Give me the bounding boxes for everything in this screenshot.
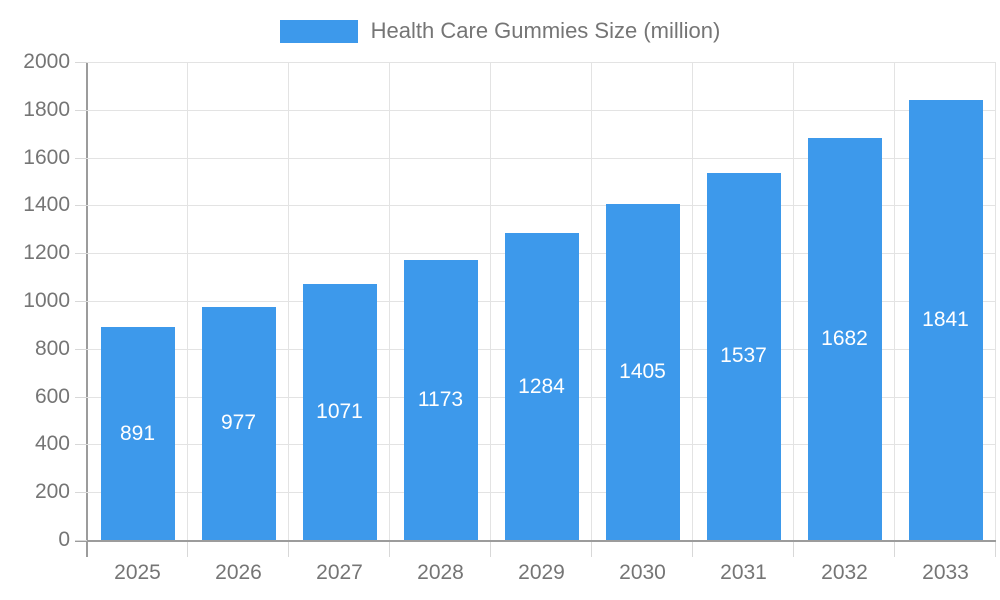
bar-value-label: 1841 bbox=[922, 308, 969, 331]
x-axis-tick-label: 2027 bbox=[316, 561, 363, 584]
v-gridline bbox=[490, 62, 491, 540]
x-axis-line bbox=[75, 540, 996, 542]
y-axis-tick-label: 1000 bbox=[23, 289, 70, 312]
y-axis-tick-label: 1800 bbox=[23, 97, 70, 121]
v-gridline bbox=[894, 62, 895, 540]
legend-swatch[interactable] bbox=[279, 19, 358, 43]
bar-value-label: 977 bbox=[220, 411, 257, 435]
y-axis-tick-label: 600 bbox=[34, 384, 70, 408]
bar-value-label: 891 bbox=[119, 421, 156, 445]
bar-value-label: 1405 bbox=[619, 360, 666, 384]
y-axis-tick-label: 1600 bbox=[23, 145, 70, 169]
bar-2028: 1173 bbox=[403, 259, 478, 540]
v-gridline bbox=[995, 62, 996, 540]
bar-2025: 891 bbox=[100, 327, 175, 540]
bar-2030: 1405 bbox=[605, 204, 680, 540]
x-axis-tick bbox=[389, 542, 390, 557]
bar-value-label: 1284 bbox=[518, 374, 565, 398]
y-axis-tick-label: 400 bbox=[34, 432, 70, 456]
y-axis-tick-label: 0 bbox=[58, 528, 70, 551]
h-gridline bbox=[87, 62, 996, 63]
x-axis-tick-label: 2025 bbox=[114, 561, 161, 584]
y-axis-line bbox=[86, 62, 88, 557]
y-axis-tick bbox=[75, 301, 87, 302]
bar-2026: 977 bbox=[201, 306, 276, 540]
x-axis-tick bbox=[995, 542, 996, 557]
v-gridline bbox=[288, 62, 289, 540]
x-axis-tick-label: 2032 bbox=[821, 561, 868, 584]
h-gridline bbox=[87, 109, 996, 111]
x-axis-tick-label: 2029 bbox=[518, 561, 565, 584]
x-axis-tick bbox=[894, 542, 895, 557]
v-gridline bbox=[692, 62, 693, 540]
y-axis-tick bbox=[75, 253, 87, 255]
chart-legend[interactable]: Health Care Gummies Size (million) bbox=[0, 14, 1000, 48]
bar-value-label: 1173 bbox=[417, 387, 464, 411]
bar-value-label: 1537 bbox=[720, 344, 767, 368]
y-axis-tick-label: 1200 bbox=[23, 241, 70, 265]
y-axis-tick-label: 1400 bbox=[23, 193, 70, 217]
x-axis-tick bbox=[793, 542, 794, 557]
y-axis-tick bbox=[75, 62, 87, 63]
y-axis-tick bbox=[75, 396, 87, 398]
y-axis-tick-label: 2000 bbox=[23, 50, 70, 73]
bar-value-label: 1682 bbox=[821, 327, 868, 350]
bar-2031: 1537 bbox=[706, 172, 781, 540]
x-axis-tick-label: 2026 bbox=[215, 561, 262, 584]
bar-value-label: 1071 bbox=[316, 400, 363, 424]
x-axis-tick bbox=[591, 542, 592, 557]
x-axis-tick-label: 2030 bbox=[619, 561, 666, 584]
y-axis-tick bbox=[75, 109, 87, 111]
h-gridline bbox=[87, 205, 996, 207]
v-gridline bbox=[793, 62, 794, 540]
x-axis-tick-label: 2031 bbox=[720, 561, 767, 584]
x-axis-tick bbox=[187, 542, 188, 557]
y-axis-tick-label: 800 bbox=[34, 336, 70, 360]
y-axis-tick bbox=[75, 444, 87, 446]
bar-2032: 1682 bbox=[807, 138, 882, 540]
v-gridline bbox=[591, 62, 592, 540]
x-axis-tick bbox=[288, 542, 289, 557]
bar-2033: 1841 bbox=[908, 100, 983, 540]
x-axis-tick bbox=[490, 542, 491, 557]
x-axis-tick-label: 2033 bbox=[922, 561, 969, 584]
v-gridline bbox=[389, 62, 390, 540]
y-axis-tick-label: 200 bbox=[34, 480, 70, 504]
x-axis-tick-label: 2028 bbox=[417, 561, 464, 584]
x-axis-tick bbox=[692, 542, 693, 557]
bar-2027: 1071 bbox=[302, 284, 377, 540]
y-axis-tick bbox=[75, 157, 87, 159]
y-axis-tick bbox=[75, 540, 87, 541]
y-axis-tick bbox=[75, 205, 87, 207]
v-gridline bbox=[187, 62, 188, 540]
legend-label[interactable]: Health Care Gummies Size (million) bbox=[370, 18, 721, 43]
bar-2029: 1284 bbox=[504, 233, 579, 540]
y-axis-tick bbox=[75, 492, 87, 494]
y-axis-tick bbox=[75, 348, 87, 350]
plot-area: 891 977 1071 1173 1284 1405 1537 1682 1841 bbox=[87, 62, 996, 540]
h-gridline bbox=[87, 157, 996, 159]
